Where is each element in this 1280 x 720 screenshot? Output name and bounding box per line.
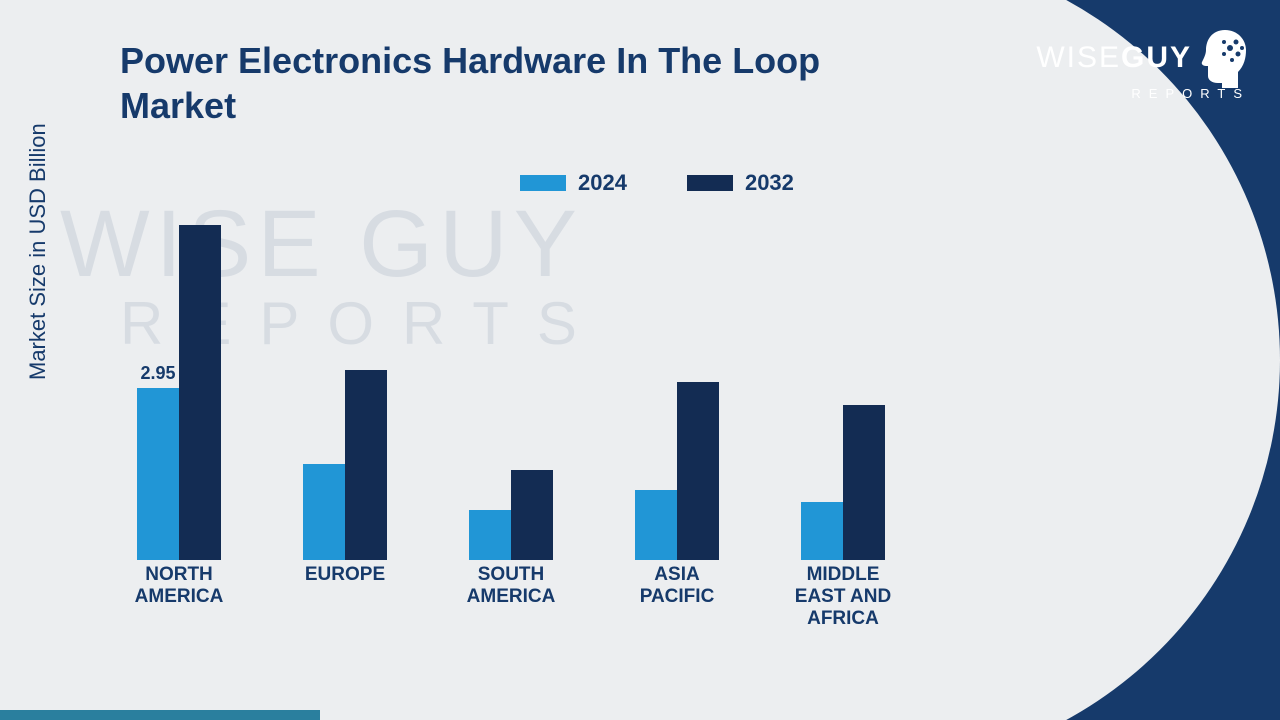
x-axis-label: ASIA PACIFIC bbox=[618, 564, 736, 608]
bar bbox=[511, 470, 553, 560]
bar-group bbox=[618, 382, 736, 560]
legend: 2024 2032 bbox=[520, 170, 794, 196]
x-axis-label: MIDDLE EAST AND AFRICA bbox=[784, 564, 902, 630]
y-axis-label: Market Size in USD Billion bbox=[25, 123, 51, 380]
bar-group bbox=[452, 470, 570, 560]
legend-label: 2024 bbox=[578, 170, 627, 196]
x-axis-label: SOUTH AMERICA bbox=[452, 564, 570, 608]
right-panel bbox=[950, 0, 1280, 720]
bar-group bbox=[286, 370, 404, 560]
x-axis-label: EUROPE bbox=[286, 564, 404, 586]
logo-line2: REPORTS bbox=[1036, 86, 1250, 101]
bar-group: 2.95 bbox=[120, 225, 238, 560]
legend-item: 2032 bbox=[687, 170, 794, 196]
bar-group bbox=[784, 405, 902, 560]
brand-logo: WISEGUY REPORTS bbox=[1036, 28, 1250, 101]
logo-word-guy: GUY bbox=[1121, 41, 1192, 74]
bar bbox=[635, 490, 677, 560]
bar bbox=[179, 225, 221, 560]
logo-word-wise: WISE bbox=[1036, 41, 1121, 74]
bar-value-label: 2.95 bbox=[137, 363, 179, 388]
bottom-accent-bar bbox=[0, 710, 320, 720]
legend-swatch bbox=[687, 175, 733, 191]
plot-area: 2.95 bbox=[110, 210, 940, 560]
legend-item: 2024 bbox=[520, 170, 627, 196]
bar: 2.95 bbox=[137, 388, 179, 560]
bar bbox=[469, 510, 511, 560]
legend-swatch bbox=[520, 175, 566, 191]
bar bbox=[801, 502, 843, 560]
logo-line1: WISEGUY bbox=[1036, 28, 1250, 88]
x-axis-labels: NORTH AMERICA EUROPE SOUTH AMERICA ASIA PAC… bbox=[110, 564, 940, 704]
bar bbox=[677, 382, 719, 560]
head-icon bbox=[1200, 28, 1250, 88]
bar bbox=[303, 464, 345, 560]
page: WISE GUY REPORTS Power Electronics Hardw… bbox=[0, 0, 1280, 720]
chart-title: Power Electronics Hardware In The Loop M… bbox=[120, 38, 840, 128]
legend-label: 2032 bbox=[745, 170, 794, 196]
bar bbox=[345, 370, 387, 560]
bar bbox=[843, 405, 885, 560]
x-axis-label: NORTH AMERICA bbox=[120, 564, 238, 608]
